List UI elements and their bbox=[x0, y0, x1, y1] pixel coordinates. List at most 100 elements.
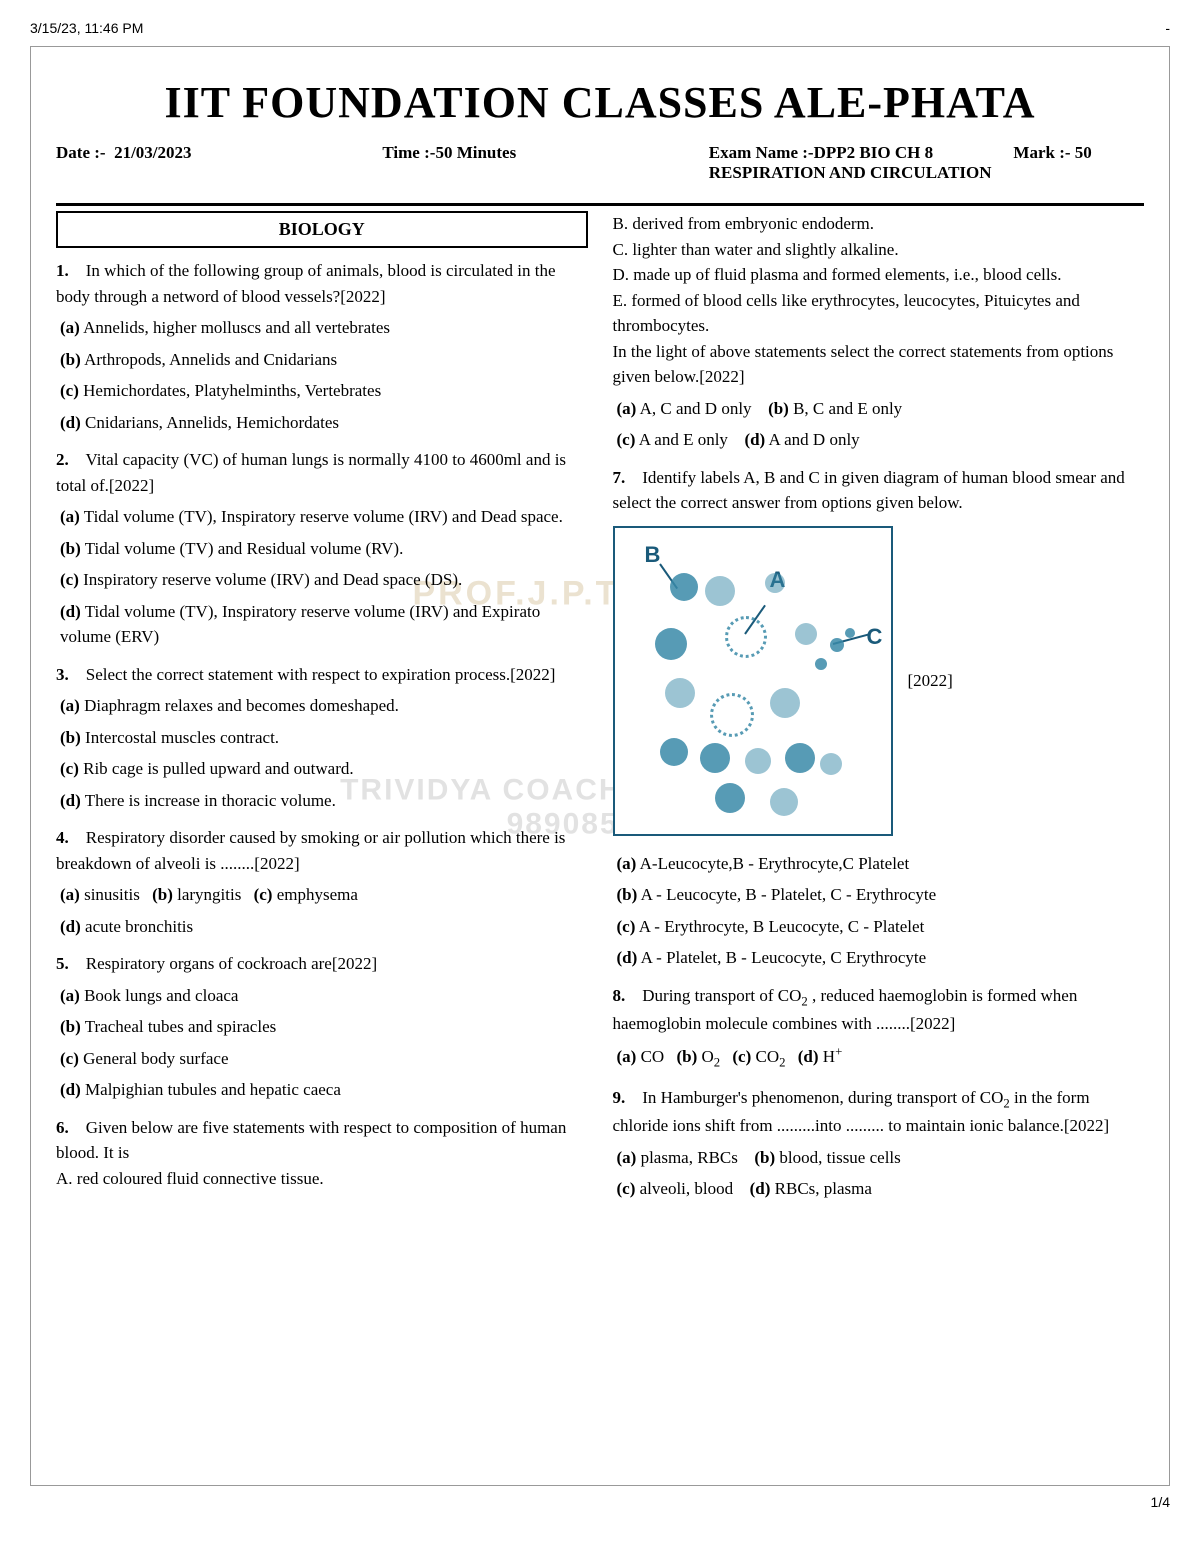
question-6-cont: B. derived from embryonic endoderm. C. l… bbox=[613, 211, 1145, 453]
opt-a-label: (a) bbox=[60, 318, 80, 337]
diagram-cell bbox=[770, 688, 800, 718]
page-number: 1/4 bbox=[30, 1494, 1170, 1510]
page-frame: PROF.J.P.TRIVEDI'S TRIVIDYA COACHING CLA… bbox=[30, 46, 1170, 1486]
opt-a-label: (a) bbox=[60, 986, 80, 1005]
diagram-cell bbox=[845, 628, 855, 638]
q6-b: B, C and E only bbox=[793, 399, 902, 418]
q6-stmt-d: D. made up of fluid plasma and formed el… bbox=[613, 262, 1145, 288]
q5-d: Malpighian tubules and hepatic caeca bbox=[85, 1080, 341, 1099]
q8-c-sub: 2 bbox=[779, 1056, 785, 1070]
q3-num: 3. bbox=[56, 665, 69, 684]
q6-stmt-e: E. formed of blood cells like erythrocyt… bbox=[613, 288, 1145, 339]
left-column: BIOLOGY 1. In which of the following gro… bbox=[56, 211, 588, 1214]
question-7: 7. Identify labels A, B and C in given d… bbox=[613, 465, 1145, 971]
diagram-cell bbox=[725, 616, 767, 658]
opt-a-label: (a) bbox=[617, 1047, 637, 1066]
time-value: 50 Minutes bbox=[435, 143, 516, 162]
question-2: 2. Vital capacity (VC) of human lungs is… bbox=[56, 447, 588, 650]
mark-label: Mark :- bbox=[1013, 143, 1070, 162]
q7-text-c: and bbox=[775, 468, 808, 487]
q8-num: 8. bbox=[613, 986, 626, 1005]
blood-smear-diagram: B A C bbox=[613, 526, 893, 836]
q6-prompt: In the light of above statements select … bbox=[613, 339, 1145, 390]
date-value: 21/03/2023 bbox=[114, 143, 191, 162]
opt-c-label: (c) bbox=[617, 1179, 636, 1198]
question-5: 5. Respiratory organs of cockroach are[2… bbox=[56, 951, 588, 1103]
q5-b: Tracheal tubes and spiracles bbox=[85, 1017, 277, 1036]
q2-text-a: Vital capacity (VC) of human lungs is no… bbox=[85, 450, 469, 469]
q9-d: RBCs, plasma bbox=[775, 1179, 872, 1198]
diagram-cell bbox=[785, 743, 815, 773]
q1-text: In which of the following group of anima… bbox=[56, 261, 556, 306]
question-9: 9. In Hamburger's phenomenon, during tra… bbox=[613, 1085, 1145, 1202]
q1-c: Hemichordates, Platyhelminths, Vertebrat… bbox=[83, 381, 381, 400]
opt-c-label: (c) bbox=[617, 430, 636, 449]
opt-b-label: (b) bbox=[60, 539, 81, 558]
header-dash: - bbox=[1165, 20, 1170, 36]
q8-d-sup: + bbox=[835, 1045, 842, 1059]
q7-a: A-Leucocyte,B - Erythrocyte,C Platelet bbox=[640, 854, 910, 873]
diagram-cell bbox=[655, 628, 687, 660]
opt-d-label: (d) bbox=[798, 1047, 819, 1066]
opt-d-label: (d) bbox=[750, 1179, 771, 1198]
diagram-cell bbox=[700, 743, 730, 773]
q2-c: Inspiratory reserve volume (IRV) and Dea… bbox=[83, 570, 462, 589]
q1-d: Cnidarians, Annelids, Hemichordates bbox=[85, 413, 339, 432]
opt-b-label: (b) bbox=[60, 1017, 81, 1036]
exam-label: Exam Name :- bbox=[709, 143, 814, 162]
opt-d-label: (d) bbox=[60, 413, 81, 432]
opt-c-label: (c) bbox=[60, 570, 79, 589]
opt-a-label: (a) bbox=[617, 854, 637, 873]
opt-c-label: (c) bbox=[60, 381, 79, 400]
diagram-cell bbox=[670, 573, 698, 601]
q2-a: Tidal volume (TV), Inspiratory reserve v… bbox=[84, 507, 563, 526]
q2-d: Tidal volume (TV), Inspiratory reserve v… bbox=[60, 602, 540, 647]
opt-c-label: (c) bbox=[254, 885, 273, 904]
timestamp: 3/15/23, 11:46 PM bbox=[30, 20, 143, 36]
date-label: Date :- bbox=[56, 143, 106, 162]
diagram-cell bbox=[710, 693, 754, 737]
opt-d-label: (d) bbox=[60, 602, 81, 621]
q7-b: A - Leucocyte, B - Platelet, C - Erythro… bbox=[641, 885, 937, 904]
right-column: B. derived from embryonic endoderm. C. l… bbox=[613, 211, 1145, 1214]
q1-num: 1. bbox=[56, 261, 69, 280]
q4-num: 4. bbox=[56, 828, 69, 847]
opt-b-label: (b) bbox=[60, 350, 81, 369]
question-6: 6. Given below are five statements with … bbox=[56, 1115, 588, 1192]
q3-c: Rib cage is pulled upward and outward. bbox=[83, 759, 354, 778]
q1-a: Annelids, higher molluscs and all verteb… bbox=[83, 318, 390, 337]
q3-a: Diaphragm relaxes and becomes domeshaped… bbox=[84, 696, 399, 715]
opt-a-label: (a) bbox=[60, 696, 80, 715]
q6-num: 6. bbox=[56, 1118, 69, 1137]
q9-num: 9. bbox=[613, 1088, 626, 1107]
opt-a-label: (a) bbox=[60, 885, 80, 904]
opt-a-label: (a) bbox=[60, 507, 80, 526]
q6-d: A and D only bbox=[769, 430, 860, 449]
diagram-cell bbox=[715, 783, 745, 813]
opt-b-label: (b) bbox=[152, 885, 173, 904]
q8-b-sub: 2 bbox=[714, 1056, 720, 1070]
q5-c: General body surface bbox=[83, 1049, 228, 1068]
q9-a: plasma, RBCs bbox=[641, 1148, 738, 1167]
q4-b: laryngitis bbox=[177, 885, 241, 904]
opt-b-label: (b) bbox=[676, 1047, 697, 1066]
q9-co2: CO bbox=[980, 1088, 1004, 1107]
main-title: IIT FOUNDATION CLASSES ALE-PHATA bbox=[56, 77, 1144, 128]
q3-d: There is increase in thoracic volume. bbox=[85, 791, 336, 810]
diagram-cell bbox=[665, 678, 695, 708]
q9-c: alveoli, blood bbox=[640, 1179, 733, 1198]
question-4: 4. Respiratory disorder caused by smokin… bbox=[56, 825, 588, 939]
q7-text-b: A, B bbox=[743, 468, 775, 487]
subject-box: BIOLOGY bbox=[56, 211, 588, 248]
opt-a-label: (a) bbox=[617, 399, 637, 418]
q6-stmt-c: C. lighter than water and slightly alkal… bbox=[613, 237, 1145, 263]
q8-d: H bbox=[823, 1047, 835, 1066]
diagram-cell bbox=[830, 638, 844, 652]
q1-b: Arthropods, Annelids and Cnidarians bbox=[84, 350, 337, 369]
opt-b-label: (b) bbox=[617, 885, 638, 904]
q6-a: A, C and D only bbox=[640, 399, 752, 418]
q7-num: 7. bbox=[613, 468, 626, 487]
opt-c-label: (c) bbox=[617, 917, 636, 936]
divider bbox=[56, 203, 1144, 206]
opt-d-label: (d) bbox=[60, 791, 81, 810]
